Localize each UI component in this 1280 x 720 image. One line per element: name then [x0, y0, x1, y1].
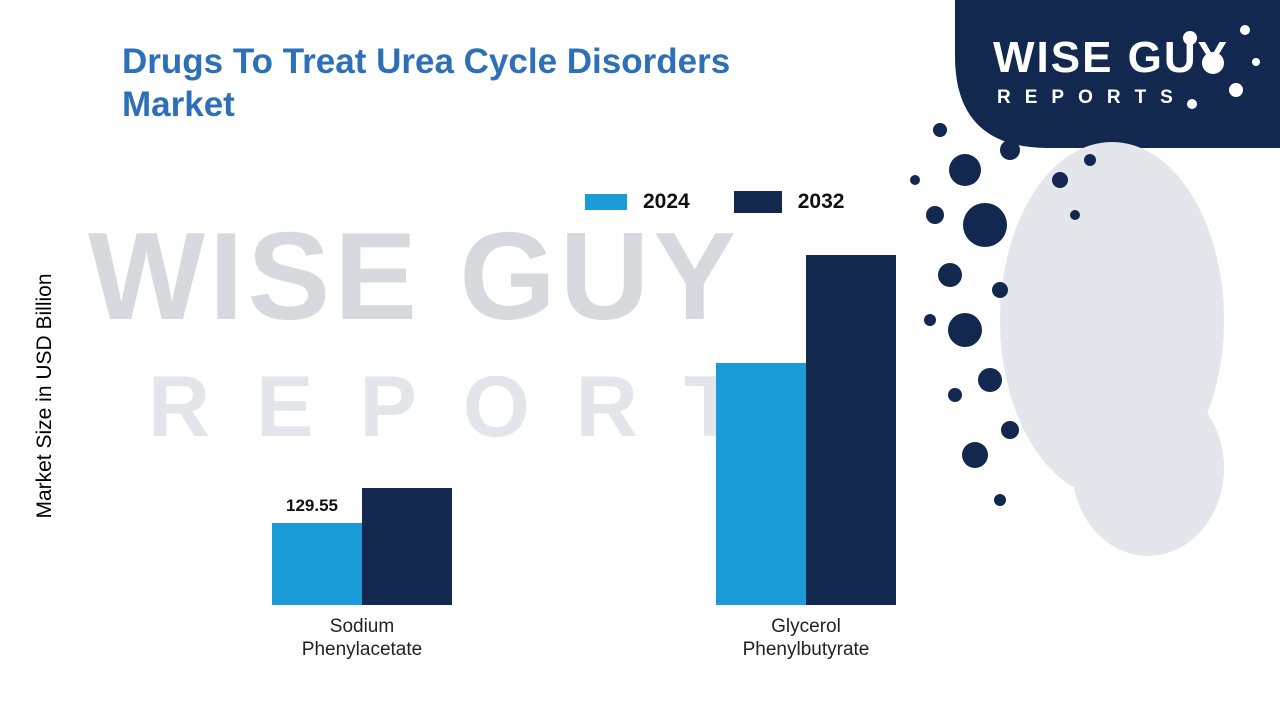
bar-value-label: 129.55 [286, 496, 338, 515]
legend-entry-2024: 2024 [585, 190, 690, 214]
category-label-0: Sodium Phenylacetate [301, 616, 423, 661]
category-label-1: Glycerol Phenylbutyrate [742, 616, 870, 661]
legend: 2024 2032 [585, 190, 844, 214]
legend-swatch-2032 [733, 191, 782, 213]
page-title: Drugs To Treat Urea Cycle Disorders Mark… [122, 42, 731, 125]
bar-2032-category-0 [362, 488, 452, 605]
legend-entry-2032: 2032 [733, 190, 845, 214]
bar-2032-category-1 [806, 255, 896, 605]
bar-2024-category-1 [716, 363, 806, 605]
bar-2024-category-0 [272, 523, 362, 605]
y-axis-label: Market Size in USD Billion [33, 273, 56, 519]
legend-swatch-2024 [585, 194, 627, 210]
legend-label-2024: 2024 [643, 190, 690, 213]
legend-label-2032: 2032 [797, 190, 845, 213]
